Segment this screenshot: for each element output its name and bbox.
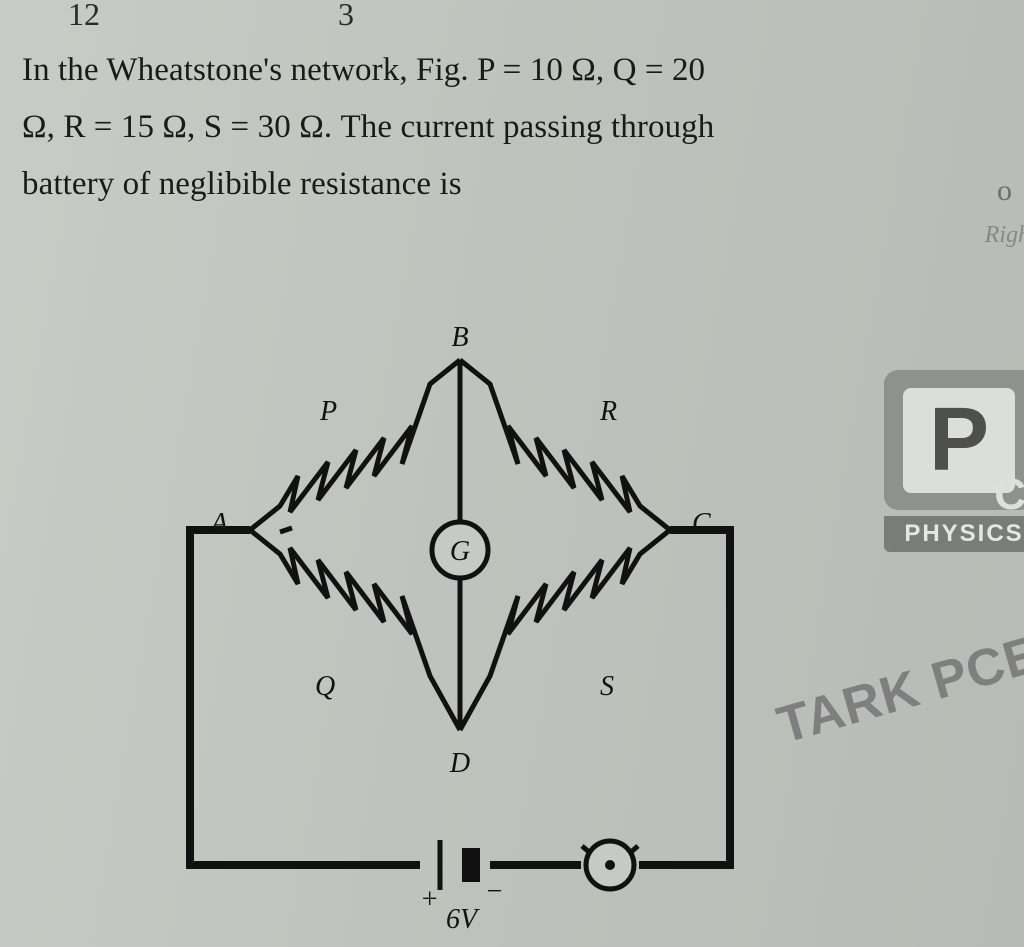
- battery-plus: +: [420, 884, 439, 915]
- page: 12 3 In the Wheatstone's network, Fig. P…: [0, 0, 1024, 947]
- q-R-val: 15: [121, 109, 154, 145]
- label-Q: Q: [315, 671, 335, 702]
- dash-near-A: [280, 528, 292, 532]
- q-P-val: 10: [530, 52, 563, 88]
- battery-short-plate: [462, 848, 480, 882]
- node-A: A: [209, 508, 229, 539]
- question-text: In the Wheatstone's network, Fig. P = 10…: [22, 42, 1024, 212]
- q-omega1: Ω: [571, 52, 596, 88]
- node-D: D: [449, 748, 470, 779]
- q-line3: battery of neglibible resistance is: [22, 166, 462, 202]
- ammeter-dot: [605, 860, 615, 870]
- battery-minus: −: [485, 876, 504, 907]
- battery-label: 6V: [446, 904, 480, 935]
- q-line1-a: In the Wheatstone's network, Fig. P =: [22, 52, 530, 88]
- q-sep1: , Q =: [596, 52, 672, 88]
- badge-label: PHYSICS: [884, 516, 1024, 552]
- q-sep3: , S =: [187, 109, 258, 145]
- galvanometer-label: G: [450, 536, 470, 567]
- watermark-side-c: C: [994, 470, 1024, 520]
- badge-letter: P: [929, 389, 989, 492]
- watermark-righ: Righ: [985, 222, 1024, 249]
- q-Q-val: 20: [672, 52, 705, 88]
- q-line2-omega: Ω: [22, 109, 47, 145]
- node-B: B: [451, 322, 468, 353]
- q-omega3: Ω: [299, 109, 324, 145]
- resistor-Q: [250, 530, 460, 730]
- circuit-svg: G A B C D P R Q S + − 6V: [130, 300, 770, 940]
- resistor-R: [460, 360, 670, 530]
- q-S-val: 30: [258, 109, 291, 145]
- label-R: R: [599, 396, 617, 427]
- q-line2-b: . The current passing through: [324, 109, 715, 145]
- fragment-12: 12: [68, 0, 100, 33]
- wheatstone-diagram: G A B C D P R Q S + − 6V: [130, 300, 750, 940]
- resistor-P: [250, 360, 460, 530]
- q-sep2: , R =: [47, 109, 121, 145]
- node-C: C: [692, 508, 711, 539]
- q-omega2: Ω: [162, 109, 187, 145]
- watermark-circle: o: [997, 174, 1012, 208]
- label-P: P: [319, 396, 337, 427]
- resistor-S: [460, 530, 670, 730]
- label-S: S: [600, 671, 614, 702]
- watermark-tarkpce: TARK PCE: [771, 624, 1024, 756]
- fragment-3: 3: [338, 0, 354, 33]
